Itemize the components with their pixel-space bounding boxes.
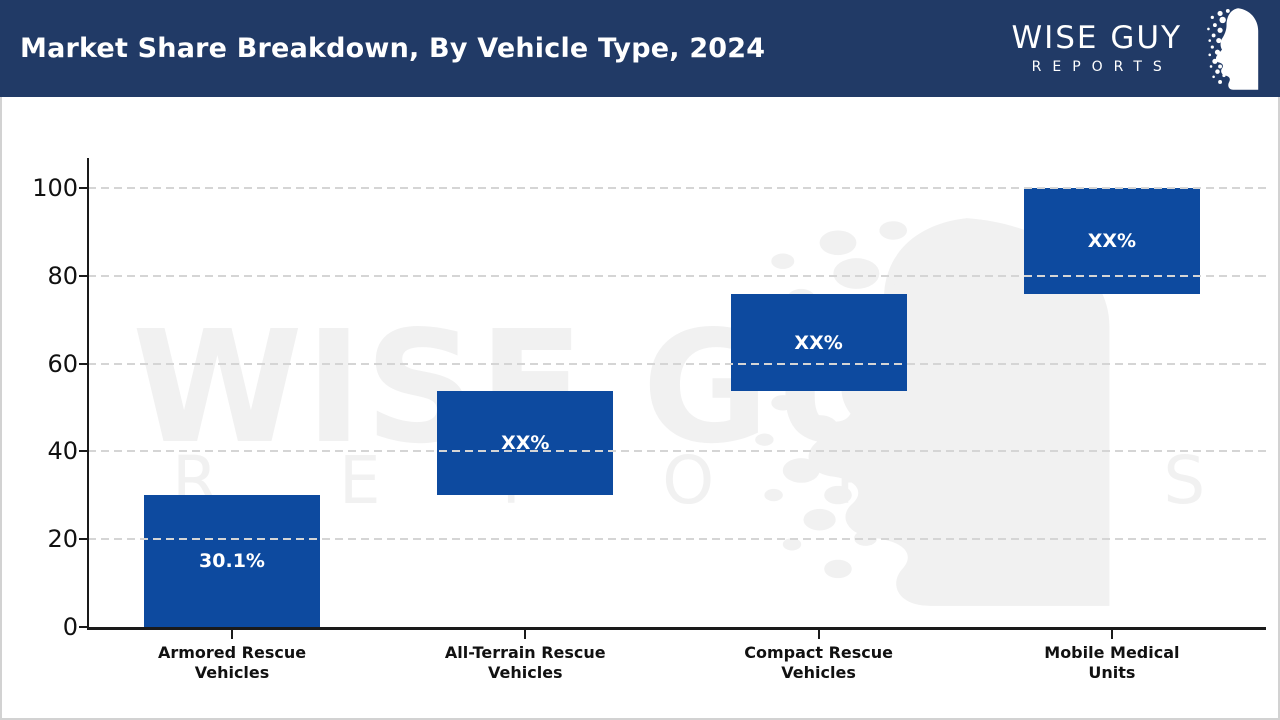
wiseguy-logo: WISE GUY REPORTS xyxy=(980,0,1280,97)
x-axis-tick xyxy=(817,630,820,639)
x-axis-category-label: All-Terrain Rescue Vehicles xyxy=(395,643,655,683)
page-title: Market Share Breakdown, By Vehicle Type,… xyxy=(20,33,766,64)
bar-value-label: XX% xyxy=(1087,230,1137,253)
y-axis-tick-label: 100 xyxy=(32,174,78,202)
y-axis-tick-label: 40 xyxy=(47,437,78,466)
bar-value-label: XX% xyxy=(501,431,550,454)
bar-value-label: 30.1% xyxy=(199,549,265,572)
y-axis-tick xyxy=(79,187,87,189)
x-axis-tick xyxy=(1110,630,1113,639)
x-axis-tick xyxy=(524,630,527,639)
x-axis-spine xyxy=(87,627,1266,630)
gridline xyxy=(88,274,1266,277)
x-axis-category-line: Armored Rescue xyxy=(157,643,307,662)
x-axis-tick xyxy=(231,630,233,639)
gridline xyxy=(88,362,1266,365)
x-axis-category-line: All-Terrain Rescue xyxy=(444,643,606,662)
y-axis-tick xyxy=(79,626,87,628)
x-axis-category-line: Vehicles xyxy=(781,663,856,682)
y-axis-tick-label: 20 xyxy=(47,525,78,554)
y-axis-tick xyxy=(79,274,87,277)
logo-subtitle: REPORTS xyxy=(1031,59,1173,75)
y-axis-tick-label: 80 xyxy=(47,261,78,290)
wiseguy-face-icon xyxy=(1207,8,1259,90)
x-axis-category-label: Armored Rescue Vehicles xyxy=(102,643,362,683)
gridline xyxy=(88,538,1266,541)
x-axis-category-line: Vehicles xyxy=(488,663,563,682)
y-axis-tick xyxy=(79,362,87,365)
wiseguy-logo-text: WISE GUY REPORTS xyxy=(1011,20,1182,76)
logo-wordmark: WISE GUY xyxy=(1011,20,1182,56)
bar xyxy=(730,294,907,391)
bar xyxy=(144,494,320,627)
bar-value-label: XX% xyxy=(794,331,843,354)
gridline xyxy=(88,187,1266,189)
chart-area: WISE GUY R E P O R T S 0 20 40 60 80 100 30.1%… xyxy=(0,97,1280,720)
gridline xyxy=(88,450,1266,453)
header-bar: Market Share Breakdown, By Vehicle Type,… xyxy=(0,0,1280,97)
y-axis-tick xyxy=(79,538,87,541)
x-axis-category-label: Compact Rescue Vehicles xyxy=(689,643,949,683)
x-axis-category-line: Mobile Medical xyxy=(1044,643,1180,662)
x-axis-category-line: Vehicles xyxy=(194,663,270,682)
y-axis-tick-label: 0 xyxy=(62,613,78,641)
x-axis-category-label: Mobile Medical Units xyxy=(982,643,1242,683)
x-axis-category-line: Units xyxy=(1088,663,1136,682)
x-axis-category-line: Compact Rescue xyxy=(744,643,893,662)
y-axis-spine xyxy=(87,158,89,630)
bar xyxy=(437,390,614,495)
y-axis-tick-label: 60 xyxy=(47,349,78,378)
y-axis-tick xyxy=(79,450,87,453)
